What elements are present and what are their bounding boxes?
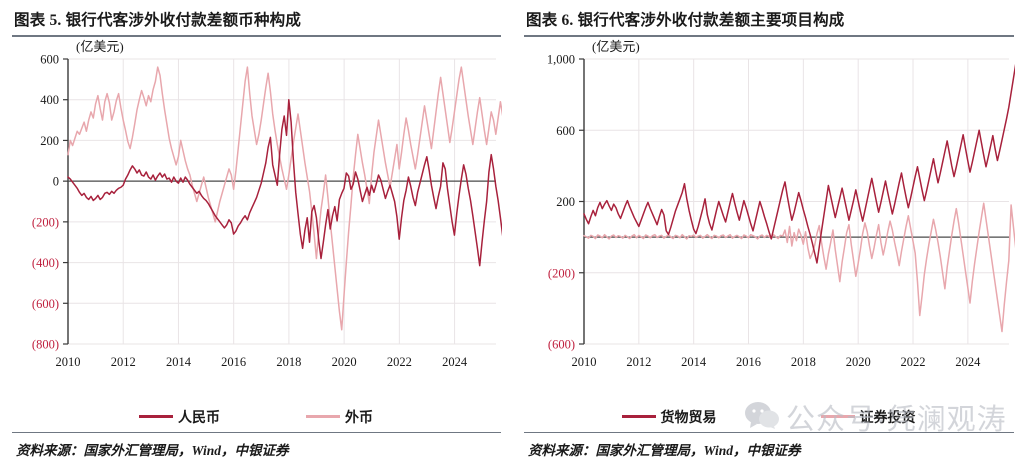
page-title-chart5: 图表 5. 银行代客涉外收付款差额币种构成: [14, 12, 302, 29]
svg-text:2014: 2014: [166, 355, 192, 369]
svg-text:2010: 2010: [572, 355, 597, 369]
svg-text:0: 0: [53, 174, 59, 188]
legend-item-cny[interactable]: 人民币: [139, 407, 220, 427]
svg-text:2010: 2010: [56, 355, 81, 369]
svg-text:600: 600: [556, 123, 575, 137]
svg-text:2024: 2024: [442, 355, 468, 369]
svg-text:200: 200: [556, 195, 575, 209]
line-chart-chart5: (亿美元) 600 400 200 0 (200) (400) (600) (800) 2010 2…: [32, 39, 502, 369]
svg-text:2018: 2018: [791, 355, 816, 369]
svg-text:1,000: 1,000: [547, 52, 575, 66]
svg-text:2024: 2024: [955, 355, 981, 369]
legend-swatch-foreign-currency: [306, 415, 340, 419]
legend-swatch-goods-trade: [621, 415, 656, 419]
svg-text:600: 600: [40, 52, 59, 66]
legend-item-foreign-currency[interactable]: 外币: [306, 407, 373, 427]
svg-text:(200): (200): [548, 266, 575, 280]
legend-item-securities-investment[interactable]: 证券投资: [820, 407, 916, 427]
figure-panel-chart5: 图表 5. 银行代客涉外收付款差额币种构成 (亿美元) 600 400 200 0 (20…: [0, 0, 512, 463]
svg-text:2012: 2012: [111, 355, 136, 369]
svg-text:(400): (400): [32, 256, 59, 270]
svg-text:2020: 2020: [846, 355, 871, 369]
svg-text:2020: 2020: [332, 355, 357, 369]
svg-text:(600): (600): [32, 296, 59, 310]
legend-item-goods-trade[interactable]: 货物贸易: [621, 407, 717, 427]
source-note-chart5: 资料来源：国家外汇管理局，Wind，中银证券: [16, 443, 289, 458]
footer-divider-chart6: [524, 431, 1014, 433]
legend-swatch-securities-investment: [820, 415, 855, 419]
svg-text:400: 400: [40, 93, 59, 107]
legend-label-goods-trade: 货物贸易: [660, 410, 717, 426]
svg-text:(200): (200): [32, 215, 59, 229]
svg-text:2016: 2016: [736, 355, 761, 369]
svg-text:200: 200: [40, 134, 59, 148]
svg-text:(亿美元): (亿美元): [76, 39, 124, 54]
svg-text:2016: 2016: [221, 355, 246, 369]
title-divider-chart5: [12, 35, 501, 37]
chart-area-chart6: (亿美元) 1,000 600 200 (200) (600) 2010 2012 2014 20…: [522, 37, 1015, 406]
svg-text:2014: 2014: [681, 355, 707, 369]
svg-text:2022: 2022: [901, 355, 926, 369]
title-divider-chart6: [524, 35, 1014, 37]
figure-panel-chart6: 图表 6. 银行代客涉外收付款差额主要项目构成 (亿美元) 1,000 600 200…: [512, 0, 1025, 463]
footer-divider-chart5: [12, 431, 501, 433]
legend-chart5: 人民币 外币: [10, 402, 502, 432]
svg-text:(800): (800): [32, 337, 59, 351]
legend-swatch-cny: [139, 415, 173, 419]
chart-area-chart5: (亿美元) 600 400 200 0 (200) (400) (600) (800) 2010 2…: [10, 37, 502, 406]
legend-label-securities-investment: 证券投资: [859, 410, 916, 426]
legend-chart6: 货物贸易 证券投资: [522, 402, 1015, 432]
svg-text:2022: 2022: [387, 355, 412, 369]
page-title-chart6: 图表 6. 银行代客涉外收付款差额主要项目构成: [526, 12, 845, 29]
legend-label-cny: 人民币: [178, 410, 220, 426]
svg-text:2018: 2018: [276, 355, 301, 369]
svg-text:(亿美元): (亿美元): [592, 39, 640, 54]
legend-label-foreign-currency: 外币: [345, 410, 373, 426]
source-note-chart6: 资料来源：国家外汇管理局，Wind，中银证券: [528, 443, 801, 458]
svg-text:2012: 2012: [626, 355, 651, 369]
svg-text:(600): (600): [548, 337, 575, 351]
line-chart-chart6: (亿美元) 1,000 600 200 (200) (600) 2010 2012 2014 20…: [547, 39, 1015, 369]
